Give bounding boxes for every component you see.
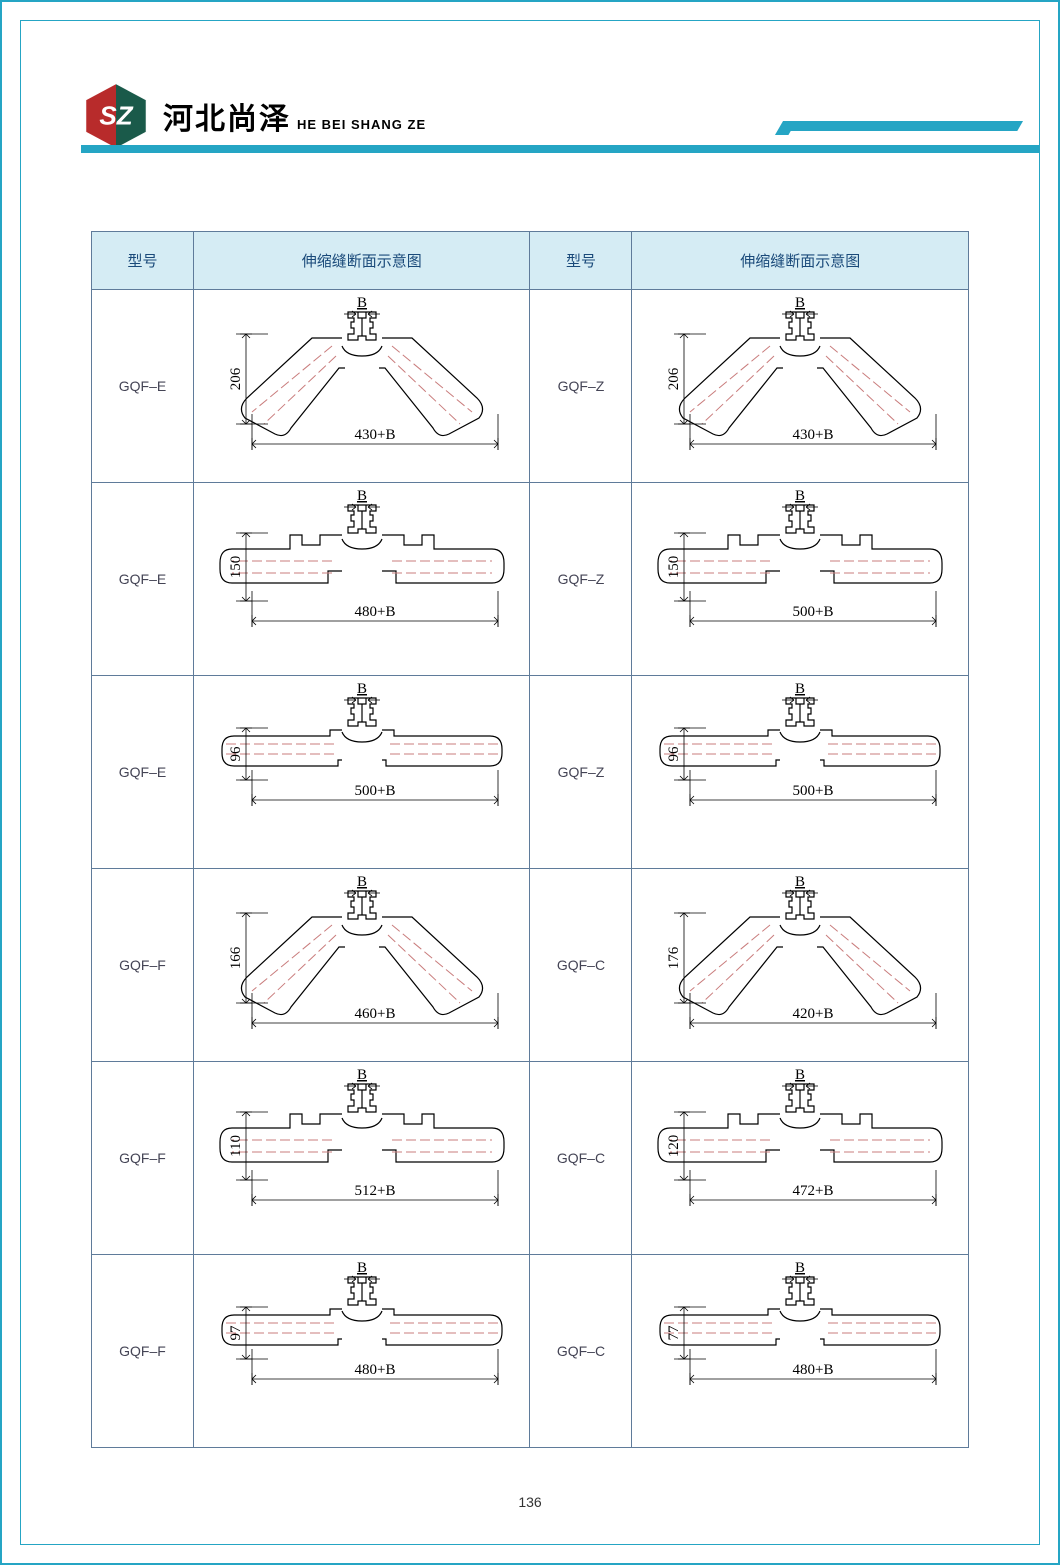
col-diagram-1: 伸缩缝断面示意图 [193,232,530,290]
col-model-2: 型号 [530,232,632,290]
diagram-cell: B 480+B 150 [193,483,530,676]
table-wrap: 型号 伸缩缝断面示意图 型号 伸缩缝断面示意图 GQF–E B 43 [91,231,969,1448]
brand: 河北尚泽 HE BEI SHANG ZE [163,94,426,138]
model-cell: GQF–F [92,1062,194,1255]
svg-text:150: 150 [666,556,682,579]
table-row: GQF–E B 430+B 206 GQF–Z B [92,290,969,483]
svg-text:500+B: 500+B [793,604,834,620]
svg-text:206: 206 [666,367,682,390]
diagram-cell: B 430+B 206 [193,290,530,483]
page-header: SZ 河北尚泽 HE BEI SHANG ZE [21,81,1039,201]
model-cell: GQF–C [530,869,632,1062]
table-row: GQF–E B 500+B 96 GQF–Z B [92,676,969,869]
table-row: GQF–F B 460+B 166 GQF–C B [92,869,969,1062]
svg-text:B: B [795,489,805,504]
svg-text:96: 96 [666,746,682,762]
svg-text:460+B: 460+B [354,1006,395,1022]
diagram-cell: B 480+B 77 [632,1255,969,1448]
svg-text:480+B: 480+B [354,604,395,620]
table-row: GQF–E B 480+B 150 GQF–Z B [92,483,969,676]
model-cell: GQF–Z [530,676,632,869]
page-frame: SZ 河北尚泽 HE BEI SHANG ZE 型号 伸缩缝断面示意图 型号 伸… [20,20,1040,1545]
col-diagram-2: 伸缩缝断面示意图 [632,232,969,290]
diagram-cell: B 430+B 206 [632,290,969,483]
svg-text:110: 110 [228,1135,244,1157]
svg-text:472+B: 472+B [793,1183,834,1199]
logo-hexagon: SZ [81,81,151,151]
brand-en: HE BEI SHANG ZE [297,117,426,132]
svg-text:B: B [795,1261,805,1276]
table-row: GQF–F B 512+B 110 GQF–C B [92,1062,969,1255]
svg-text:150: 150 [228,556,244,579]
header-accent-stripe [779,121,1039,135]
col-model-1: 型号 [92,232,194,290]
table-row: GQF–F B 480+B 97 GQF–C B [92,1255,969,1448]
svg-text:97: 97 [228,1325,244,1341]
svg-text:166: 166 [228,946,244,969]
diagram-cell: B 500+B 150 [632,483,969,676]
svg-text:B: B [357,1261,367,1276]
svg-text:480+B: 480+B [793,1362,834,1378]
svg-text:B: B [795,1068,805,1083]
svg-text:420+B: 420+B [793,1006,834,1022]
diagram-cell: B 480+B 97 [193,1255,530,1448]
svg-text:B: B [795,296,805,311]
svg-text:500+B: 500+B [354,783,395,799]
diagram-cell: B 472+B 120 [632,1062,969,1255]
svg-text:430+B: 430+B [354,427,395,443]
page-number: 136 [518,1494,541,1510]
svg-text:B: B [357,489,367,504]
svg-text:B: B [357,1068,367,1083]
diagram-cell: B 420+B 176 [632,869,969,1062]
model-cell: GQF–F [92,1255,194,1448]
svg-text:B: B [357,875,367,890]
model-cell: GQF–E [92,290,194,483]
svg-text:B: B [357,682,367,697]
svg-text:77: 77 [666,1325,682,1341]
svg-text:206: 206 [228,367,244,390]
model-cell: GQF–C [530,1062,632,1255]
svg-text:500+B: 500+B [793,783,834,799]
model-cell: GQF–E [92,676,194,869]
svg-text:480+B: 480+B [354,1362,395,1378]
logo-letters: SZ [99,101,132,132]
logo-block: SZ 河北尚泽 HE BEI SHANG ZE [81,81,426,151]
brand-cn: 河北尚泽 [163,94,291,138]
svg-text:B: B [795,682,805,697]
svg-text:96: 96 [228,746,244,762]
diagram-cell: B 500+B 96 [193,676,530,869]
model-cell: GQF–Z [530,290,632,483]
header-rule [81,145,1039,153]
svg-text:B: B [795,875,805,890]
diagram-cell: B 500+B 96 [632,676,969,869]
svg-text:B: B [357,296,367,311]
svg-text:176: 176 [666,946,682,969]
model-cell: GQF–C [530,1255,632,1448]
model-cell: GQF–E [92,483,194,676]
model-cell: GQF–Z [530,483,632,676]
diagram-cell: B 512+B 110 [193,1062,530,1255]
svg-text:512+B: 512+B [354,1183,395,1199]
diagram-cell: B 460+B 166 [193,869,530,1062]
spec-table: 型号 伸缩缝断面示意图 型号 伸缩缝断面示意图 GQF–E B 43 [91,231,969,1448]
model-cell: GQF–F [92,869,194,1062]
svg-text:120: 120 [666,1135,682,1158]
svg-text:430+B: 430+B [793,427,834,443]
